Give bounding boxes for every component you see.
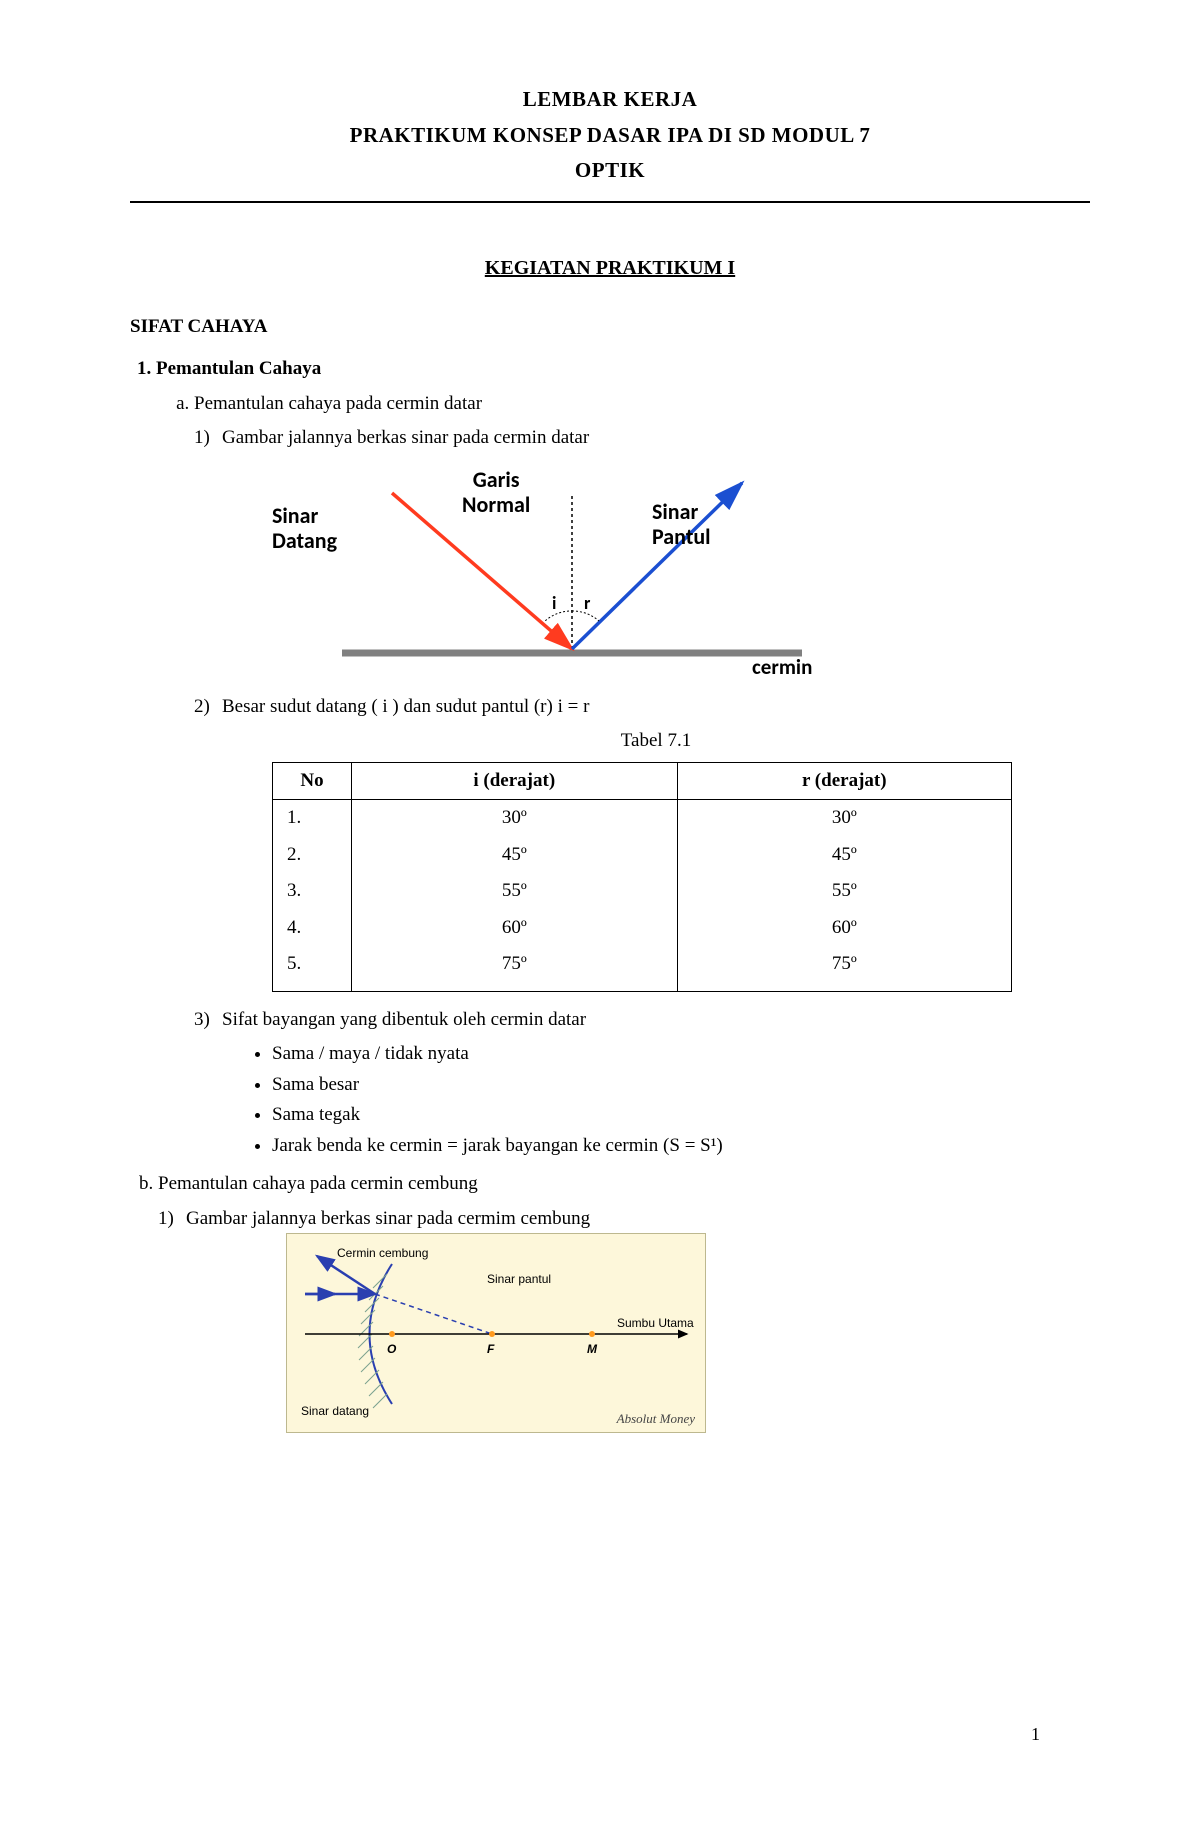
label-sinar-pantul: Sinar Pantul xyxy=(652,499,711,550)
label-garis-normal: Garis Normal xyxy=(462,467,530,518)
reflection-convex-mirror-diagram: Cermin cembung Sinar pantul Sumbu Utama … xyxy=(286,1233,706,1433)
item-1a-1: Gambar jalannya berkas sinar pada cermin… xyxy=(222,424,1090,683)
th-r: r (derajat) xyxy=(677,762,1011,800)
item-1a-3: Sifat bayangan yang dibentuk oleh cermin… xyxy=(222,1006,1090,1161)
alpha-list: Pemantulan cahaya pada cermin datar Gamb… xyxy=(156,390,1090,1161)
item-1b: Pemantulan cahaya pada cermin cembung Ga… xyxy=(158,1170,1090,1433)
bullet-item: Jarak benda ke cermin = jarak bayangan k… xyxy=(272,1132,1090,1161)
item-1b-title: Pemantulan cahaya pada cermin cembung xyxy=(158,1173,478,1194)
alpha-list-b: Pemantulan cahaya pada cermin cembung Ga… xyxy=(130,1170,1090,1433)
th-i: i (derajat) xyxy=(352,762,678,800)
header-line3: OPTIK xyxy=(130,155,1090,187)
page-number: 1 xyxy=(1031,1721,1040,1748)
label-r: r xyxy=(584,593,590,614)
header-line2: PRAKTIKUM KONSEP DASAR IPA DI SD MODUL 7 xyxy=(130,120,1090,152)
item-1a-title: Pemantulan cahaya pada cermin datar xyxy=(194,393,482,414)
d2-label-pantul: Sinar pantul xyxy=(487,1270,551,1288)
item-1a-2: Besar sudut datang ( i ) dan sudut pantu… xyxy=(222,693,1090,992)
table-row: 3.55º55º xyxy=(273,873,1012,910)
label-sinar-datang: Sinar Datang xyxy=(272,503,337,554)
d2-label-F: F xyxy=(487,1340,494,1358)
item-1a: Pemantulan cahaya pada cermin datar Gamb… xyxy=(194,390,1090,1161)
item-1b-1-text: Gambar jalannya berkas sinar pada cermim… xyxy=(186,1208,590,1229)
table-row: 2.45º45º xyxy=(273,837,1012,874)
reflection-flat-mirror-diagram: Garis Normal Sinar Datang Sinar Pantul c… xyxy=(272,463,832,683)
item-1a-3-text: Sifat bayangan yang dibentuk oleh cermin… xyxy=(222,1009,586,1030)
d2-label-datang: Sinar datang xyxy=(301,1402,369,1420)
table-row: 4.60º60º xyxy=(273,910,1012,947)
item-1a-2-text: Besar sudut datang ( i ) dan sudut pantu… xyxy=(222,696,589,717)
numbered-list: Pemantulan Cahaya Pemantulan cahaya pada… xyxy=(130,355,1090,1160)
paren-list-a: Gambar jalannya berkas sinar pada cermin… xyxy=(194,424,1090,1160)
d2-label-O: O xyxy=(387,1340,396,1358)
subsection-title: SIFAT CAHAYA xyxy=(130,313,1090,342)
d2-label-title: Cermin cembung xyxy=(337,1244,428,1262)
item-1a-1-text: Gambar jalannya berkas sinar pada cermin… xyxy=(222,427,589,448)
header-line1: LEMBAR KERJA xyxy=(130,84,1090,116)
bullet-list: Sama / maya / tidak nyata Sama besar Sam… xyxy=(222,1040,1090,1160)
document-header: LEMBAR KERJA PRAKTIKUM KONSEP DASAR IPA … xyxy=(130,84,1090,203)
label-i: i xyxy=(552,593,556,614)
section-title: KEGIATAN PRAKTIKUM I xyxy=(130,253,1090,283)
table-body: 1.30º30º 2.45º45º 3.55º55º 4.60º60º 5.75… xyxy=(273,800,1012,992)
d2-credit: Absolut Money xyxy=(617,1409,695,1429)
table-row: 5.75º75º xyxy=(273,946,1012,991)
table-caption: Tabel 7.1 xyxy=(222,727,1090,756)
bullet-item: Sama tegak xyxy=(272,1101,1090,1130)
label-cermin: cermin xyxy=(752,655,812,679)
item-1-title: Pemantulan Cahaya xyxy=(156,358,321,379)
angle-table: No i (derajat) r (derajat) 1.30º30º 2.45… xyxy=(272,762,1012,992)
th-no: No xyxy=(273,762,352,800)
paren-list-b: Gambar jalannya berkas sinar pada cermim… xyxy=(158,1205,1090,1434)
table-header-row: No i (derajat) r (derajat) xyxy=(273,762,1012,800)
d2-label-sumbu: Sumbu Utama xyxy=(617,1314,694,1332)
table-row: 1.30º30º xyxy=(273,800,1012,837)
d2-label-M: M xyxy=(587,1340,597,1358)
item-1: Pemantulan Cahaya Pemantulan cahaya pada… xyxy=(156,355,1090,1160)
bullet-item: Sama besar xyxy=(272,1071,1090,1100)
diagram1-svg xyxy=(272,463,832,683)
bullet-item: Sama / maya / tidak nyata xyxy=(272,1040,1090,1069)
item-1b-1: Gambar jalannya berkas sinar pada cermim… xyxy=(186,1205,1090,1434)
